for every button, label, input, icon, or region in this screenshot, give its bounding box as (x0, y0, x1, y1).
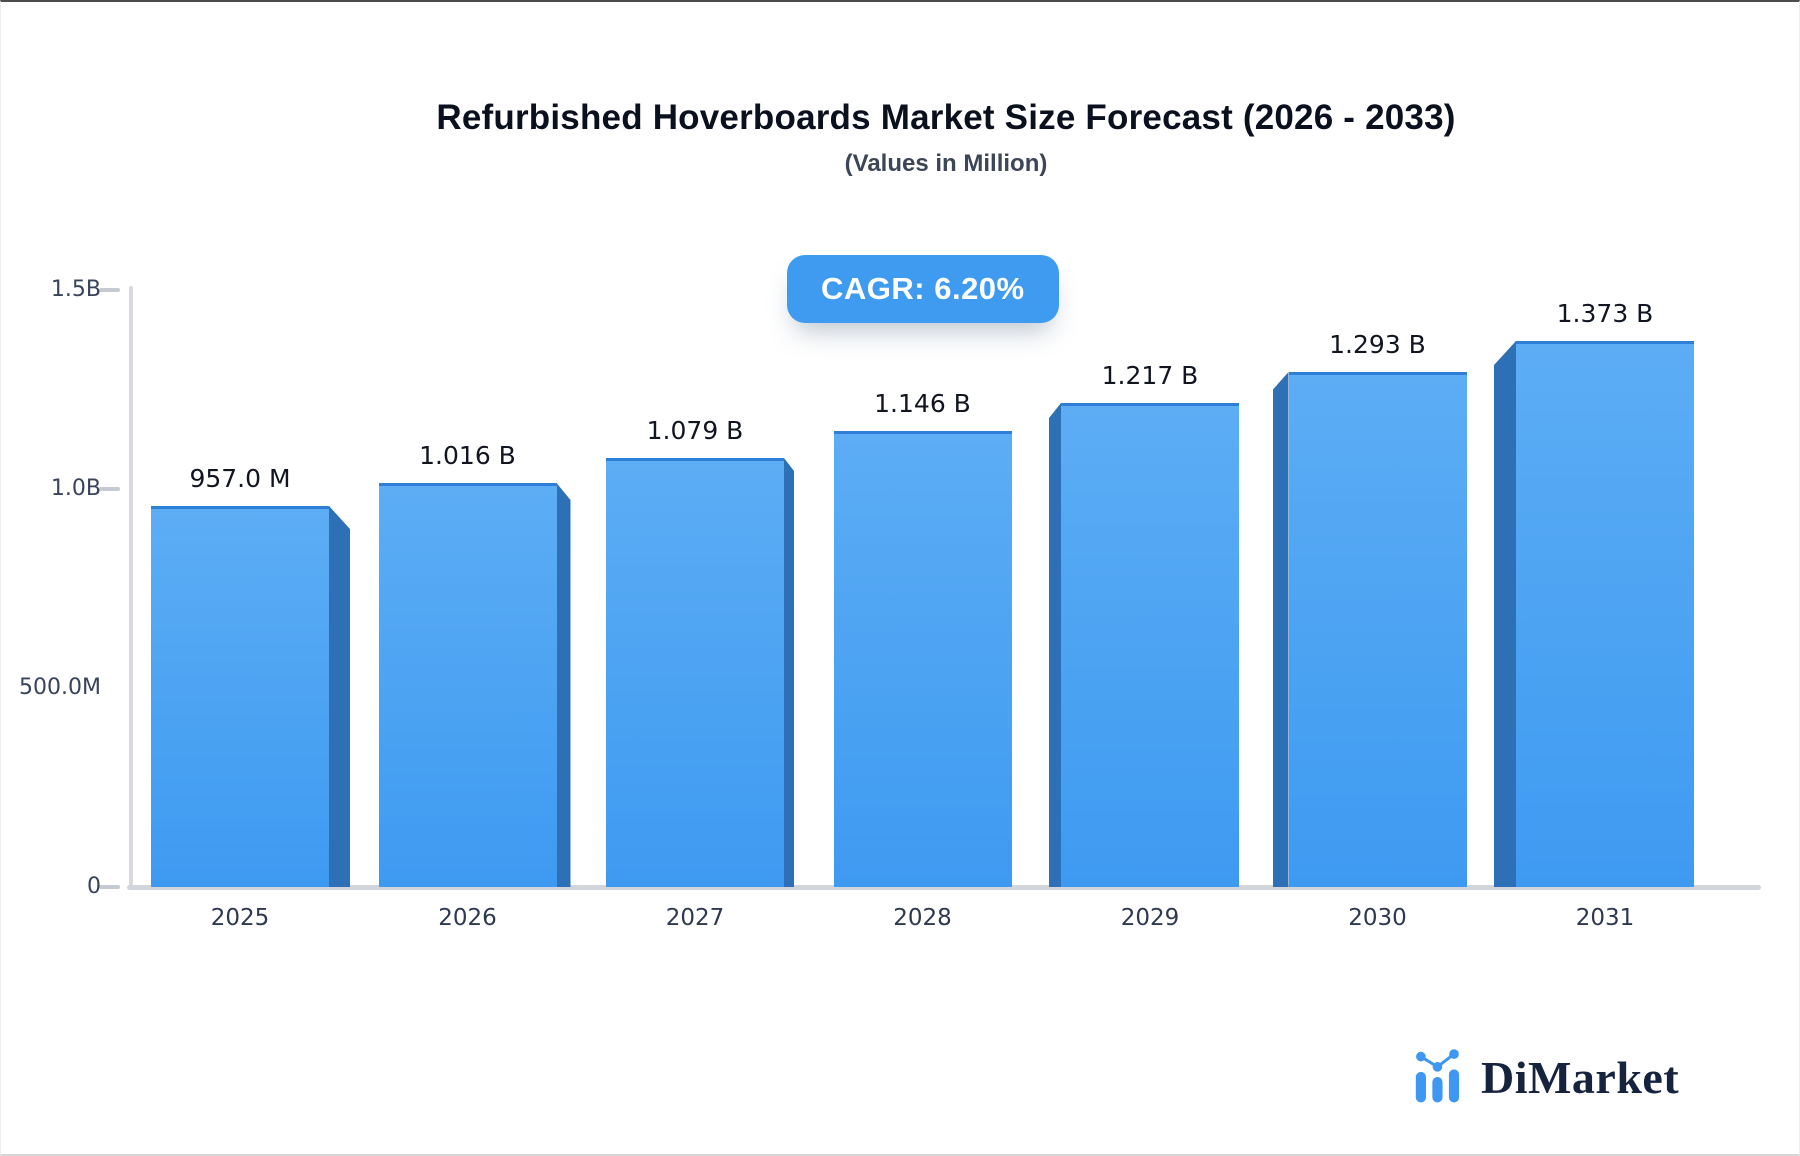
y-tick-1-0b (99, 487, 120, 491)
bar-face (1516, 341, 1694, 887)
y-tick-1-5b (99, 288, 120, 292)
brand-logo-text: DiMarket (1481, 1051, 1680, 1103)
x-axis-label-2030: 2030 (1348, 905, 1407, 931)
cagr-badge-label: CAGR: 6.20% (821, 271, 1025, 306)
bar-3d-side (556, 483, 571, 887)
x-axis-label-2027: 2027 (665, 905, 725, 931)
bar-value-label: 1.373 B (1556, 299, 1654, 328)
x-axis-label-2026: 2026 (438, 905, 497, 931)
y-tick-0 (99, 885, 120, 889)
bar-3d-side (329, 506, 350, 887)
bar-face (606, 458, 784, 887)
bar-face (151, 506, 329, 887)
page-title: Refurbished Hoverboards Market Size Fore… (436, 98, 1456, 137)
bar-value-label: 1.217 B (1101, 361, 1199, 390)
bar-face (833, 431, 1012, 887)
bar-face (378, 483, 557, 887)
bar-face (1288, 372, 1467, 887)
x-axis-line (127, 885, 1761, 890)
bar-3d-side (1272, 372, 1289, 887)
bar-3d-side (1494, 341, 1516, 887)
bar-value-label: 1.293 B (1329, 330, 1426, 359)
bar-chart-icon (1415, 1049, 1460, 1103)
brand-logo: DiMarket (1413, 1046, 1679, 1108)
bar-value-label: 1.016 B (419, 441, 516, 470)
bar-value-label: 1.079 B (646, 416, 744, 445)
y-axis-label-1-0b: 1.0B (50, 476, 101, 501)
x-axis-label-2028: 2028 (893, 905, 952, 931)
x-axis-label-2031: 2031 (1575, 905, 1635, 931)
page-subtitle: (Values in Million) (844, 150, 1048, 177)
x-axis-label-2025: 2025 (210, 905, 270, 931)
y-axis-label-500m: 500.0M (19, 675, 101, 700)
bar-value-label: 957.0 M (189, 464, 291, 493)
bar-face (1061, 403, 1239, 887)
y-axis-line (129, 286, 133, 890)
cagr-badge: CAGR: 6.20% (787, 255, 1059, 323)
bar-3d-side (1049, 403, 1061, 887)
x-axis-label-2029: 2029 (1120, 905, 1180, 931)
y-axis-label-1-5b: 1.5B (50, 277, 101, 302)
bar-3d-side (784, 458, 794, 887)
bar-value-label: 1.146 B (874, 389, 971, 418)
y-axis-label-0: 0 (87, 874, 101, 899)
